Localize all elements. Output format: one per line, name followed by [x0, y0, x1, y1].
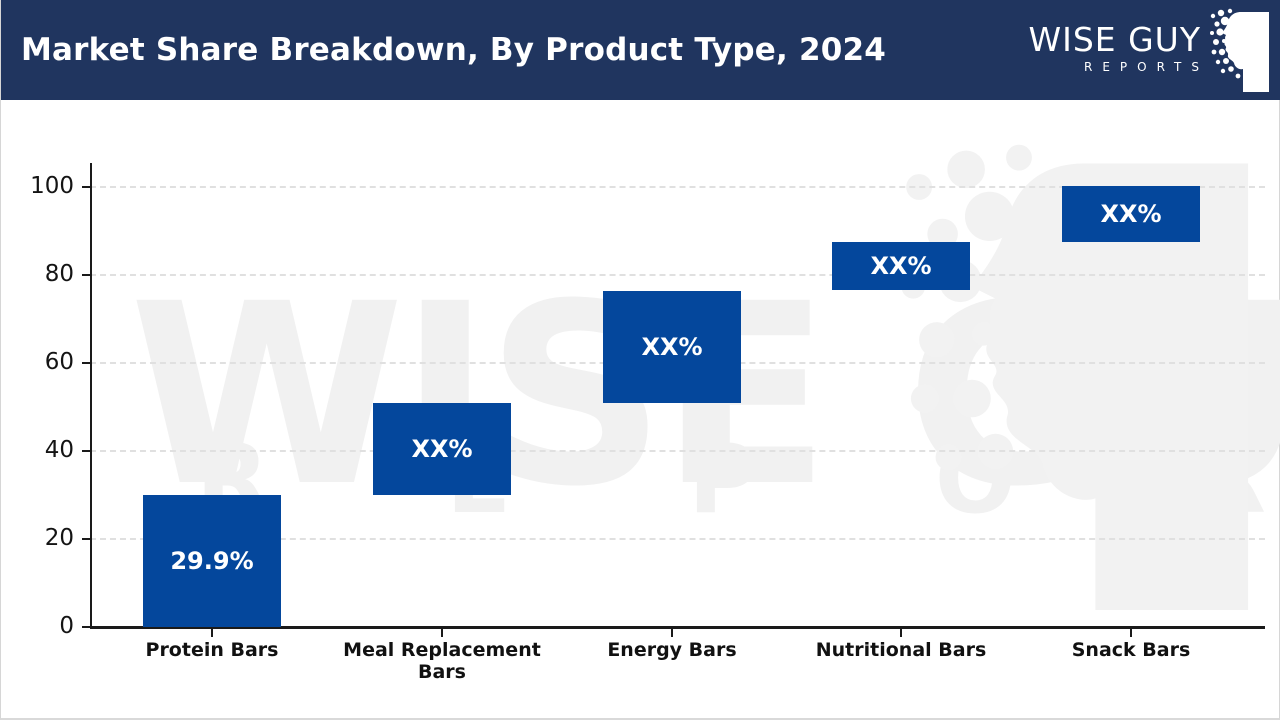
category-label: Meal Replacement Bars — [343, 639, 541, 683]
y-axis-tick-label: 0 — [59, 613, 74, 639]
category-label: Nutritional Bars — [815, 639, 987, 661]
dotted-face-profile-icon — [1210, 8, 1269, 92]
bar-protein-bars: 29.9% — [143, 495, 281, 627]
category-label: Energy Bars — [607, 639, 737, 661]
y-axis-tick — [82, 361, 90, 364]
gridline-y100 — [90, 185, 1265, 188]
bar-energy-bars: XX% — [603, 291, 741, 404]
y-axis-tick — [82, 626, 90, 628]
bar-meal-replacement-bars: XX% — [373, 403, 511, 496]
gridline-y20 — [90, 537, 1265, 540]
y-axis-tick-label: 60 — [44, 348, 74, 375]
y-axis-tick-label: 80 — [44, 260, 74, 287]
x-axis-tick — [211, 629, 213, 637]
x-axis-tick — [900, 629, 902, 637]
bar-value-label: XX% — [641, 333, 703, 362]
brand-logo-text: WISE GUY REPORTS — [1028, 20, 1201, 75]
bar-value-label: 29.9% — [170, 547, 254, 576]
x-axis-tick — [441, 629, 443, 637]
bar-value-label: XX% — [870, 252, 932, 280]
page-title: Market Share Breakdown, By Product Type,… — [21, 32, 887, 68]
category-label: Protein Bars — [145, 639, 279, 661]
gridline-y80 — [90, 273, 1265, 276]
header-bar: Market Share Breakdown, By Product Type,… — [1, 0, 1280, 100]
y-axis-tick-label: 20 — [44, 524, 74, 551]
brand-subtitle: REPORTS — [1083, 60, 1209, 74]
x-axis-line — [90, 626, 1265, 629]
y-axis-tick — [82, 537, 90, 540]
bar-value-label: XX% — [411, 435, 473, 464]
brand-logo: WISE GUY REPORTS — [1019, 6, 1269, 94]
y-axis-tick-label: 40 — [44, 436, 74, 463]
y-axis-line — [90, 163, 92, 627]
chart-plot-area: 0 20 40 60 80 100 29.9% Protein Bars XX% Meal Rep… — [1, 100, 1280, 720]
x-axis-tick — [671, 629, 673, 637]
category-label: Snack Bars — [1071, 639, 1191, 661]
gridline-y40 — [90, 449, 1265, 452]
y-axis-tick — [82, 449, 90, 452]
y-axis-tick-label: 100 — [30, 172, 74, 199]
y-axis-tick — [82, 273, 90, 276]
bar-nutritional-bars: XX% — [832, 241, 970, 291]
bar-snack-bars: XX% — [1062, 185, 1200, 242]
brand-name: WISE GUY — [1028, 20, 1201, 59]
y-axis-tick — [82, 185, 90, 188]
x-axis-tick — [1130, 629, 1132, 637]
bar-value-label: XX% — [1100, 199, 1162, 228]
